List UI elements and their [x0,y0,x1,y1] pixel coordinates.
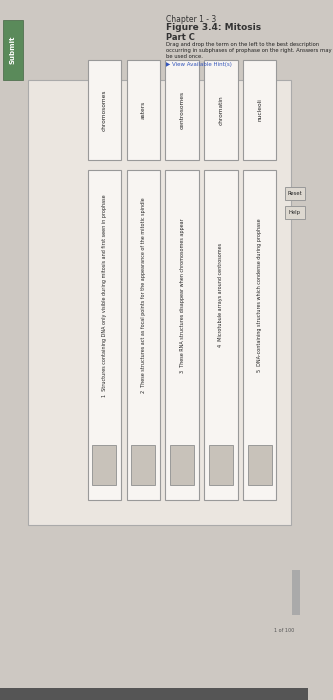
Text: chromosomes: chromosomes [102,89,107,131]
Bar [88,170,121,500]
Bar [166,170,199,500]
Bar [88,60,121,160]
Text: 2  These structures act as focal points for the appearance of the mitotic spindl: 2 These structures act as focal points f… [141,197,146,393]
Bar [127,60,160,160]
Text: chromatin: chromatin [218,95,223,125]
Text: Drag and drop the term on the left to the best description occurring in subphase: Drag and drop the term on the left to th… [166,42,332,59]
Text: 4  Microtubule arrays around centrosomes: 4 Microtubule arrays around centrosomes [218,244,223,347]
Bar [127,170,160,500]
Bar [248,445,272,485]
Text: 1 of 100: 1 of 100 [274,628,294,633]
Text: Help: Help [289,210,301,215]
Text: 1  Structures containing DNA only visible during mitosis and first seen in proph: 1 Structures containing DNA only visible… [102,194,107,397]
Bar [204,60,237,160]
Bar [292,570,299,615]
Bar [209,445,233,485]
Bar [131,445,155,485]
Text: Submit: Submit [10,36,16,64]
Text: Part C: Part C [166,33,195,42]
Bar [166,60,199,160]
Bar [243,60,276,160]
Bar [28,80,291,525]
Bar [243,170,276,500]
Bar [285,187,305,200]
Bar [285,206,305,219]
Text: Figure 3.4: Mitosis: Figure 3.4: Mitosis [166,23,261,32]
Bar [93,445,117,485]
Text: 5  DNA-containing structures which condense during prophase: 5 DNA-containing structures which conden… [257,218,262,372]
Bar [0,688,308,700]
Text: 3  These RNA structures disappear when chromosomes appear: 3 These RNA structures disappear when ch… [179,218,184,373]
Text: Reset: Reset [287,191,302,196]
Text: ▶ View Available Hint(s): ▶ View Available Hint(s) [166,62,232,67]
Text: nucleoli: nucleoli [257,99,262,121]
Bar [3,20,23,80]
Text: centrosomes: centrosomes [179,91,184,129]
Bar [204,170,237,500]
Text: asters: asters [141,101,146,119]
Text: Chapter 1 - 3: Chapter 1 - 3 [166,15,217,24]
Bar [170,445,194,485]
